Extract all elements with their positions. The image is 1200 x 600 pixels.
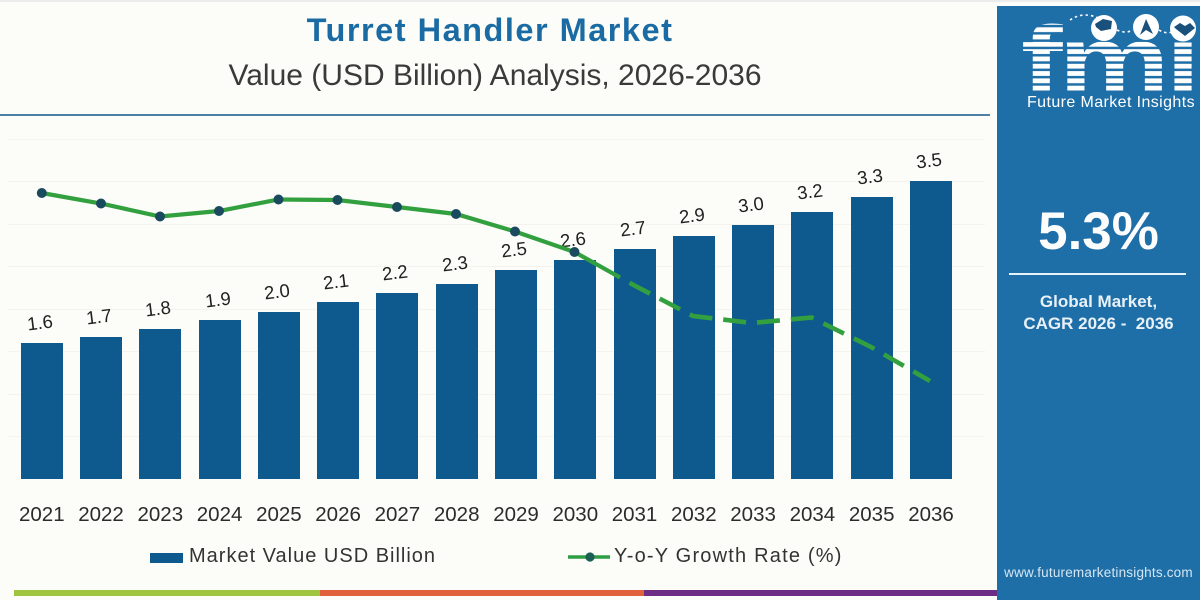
svg-text:Future Market Insights: Future Market Insights bbox=[1027, 94, 1195, 111]
